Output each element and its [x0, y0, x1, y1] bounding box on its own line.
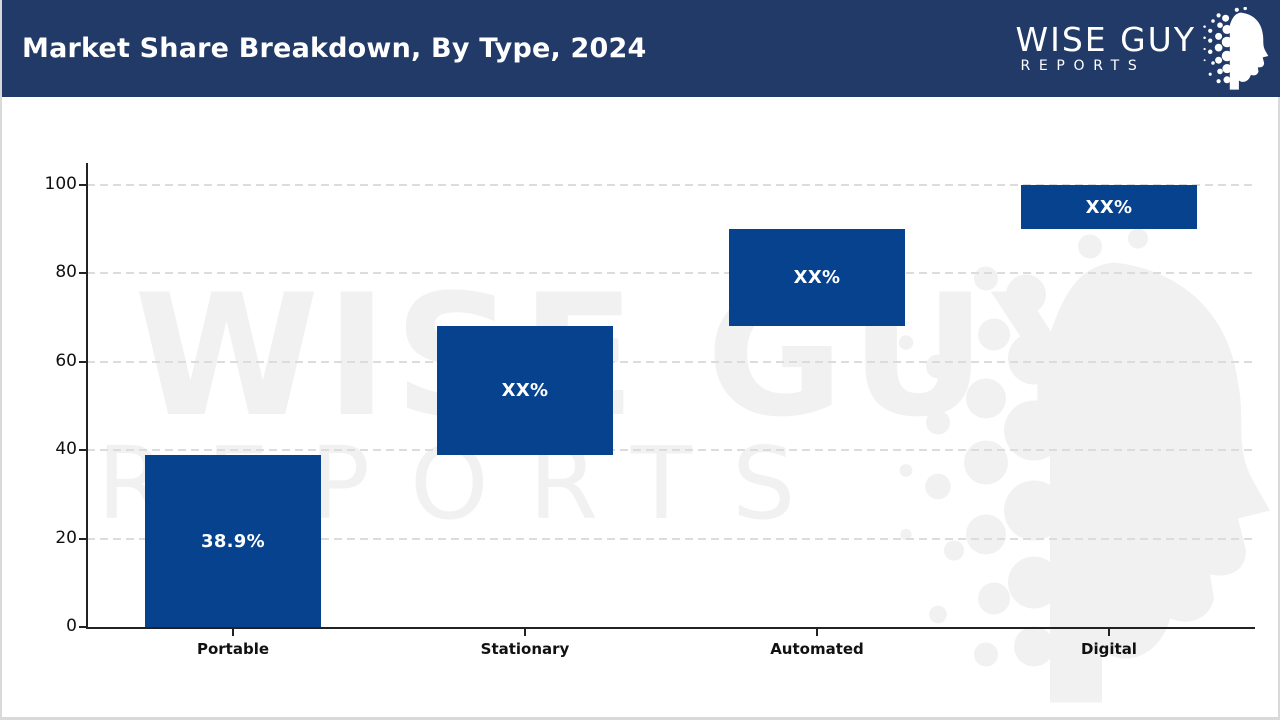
chart-title: Market Share Breakdown, By Type, 2024	[22, 33, 647, 64]
bar-value-label: XX%	[793, 267, 841, 289]
y-tick-label: 40	[55, 439, 77, 460]
x-axis-line	[86, 627, 1255, 629]
x-tick-label: Digital	[1081, 640, 1137, 658]
logo-wordmark-line2: REPORTS	[1020, 58, 1146, 75]
gridline	[87, 272, 1255, 275]
y-axis-tick	[79, 360, 87, 363]
logo-wordmark: WISE GUY REPORTS	[1015, 19, 1196, 75]
bar-digital: XX%	[1021, 185, 1197, 230]
bar-value-label: XX%	[501, 380, 549, 402]
bar-value-label: 38.9%	[201, 530, 265, 552]
header-band: Market Share Breakdown, By Type, 2024 WI…	[2, 0, 1280, 97]
x-tick-label: Stationary	[480, 640, 570, 658]
x-tick-label: Automated	[770, 640, 864, 658]
x-axis-tick	[232, 629, 234, 636]
x-tick-label: Portable	[196, 640, 270, 658]
logo-wordmark-line1: WISE GUY	[1015, 19, 1196, 59]
y-axis-tick	[79, 184, 87, 186]
bar-stationary: XX%	[437, 326, 613, 456]
y-tick-label: 60	[55, 350, 77, 371]
y-tick-label: 80	[55, 262, 77, 283]
x-axis-tick	[524, 629, 526, 636]
bar-value-label: XX%	[1085, 196, 1133, 218]
y-axis-tick	[79, 626, 87, 628]
wiseguy-logo: WISE GUY REPORTS	[1015, 6, 1270, 91]
x-axis-tick	[1108, 629, 1110, 636]
y-tick-label: 100	[44, 174, 77, 194]
y-tick-label: 20	[55, 527, 77, 548]
x-axis-tick	[816, 629, 818, 636]
gridline	[87, 360, 1255, 363]
y-axis-tick	[79, 537, 87, 540]
bar-automated: XX%	[729, 229, 905, 327]
bar-portable: 38.9%	[145, 455, 321, 627]
gridline	[87, 449, 1255, 452]
gridline	[87, 184, 1255, 186]
y-axis-tick	[79, 449, 87, 452]
y-tick-label: 0	[66, 616, 77, 636]
y-axis-line	[86, 162, 88, 629]
gridline	[87, 537, 1255, 540]
y-axis-tick	[79, 272, 87, 275]
